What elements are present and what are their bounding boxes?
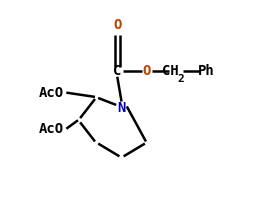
Text: AcO: AcO (39, 86, 64, 100)
Text: N: N (117, 100, 126, 115)
Text: 2: 2 (178, 74, 184, 84)
Text: C: C (113, 64, 122, 78)
Text: AcO: AcO (39, 122, 64, 136)
Text: Ph: Ph (198, 64, 215, 78)
Text: O: O (143, 64, 151, 78)
Text: O: O (113, 18, 122, 32)
Text: CH: CH (162, 64, 179, 78)
